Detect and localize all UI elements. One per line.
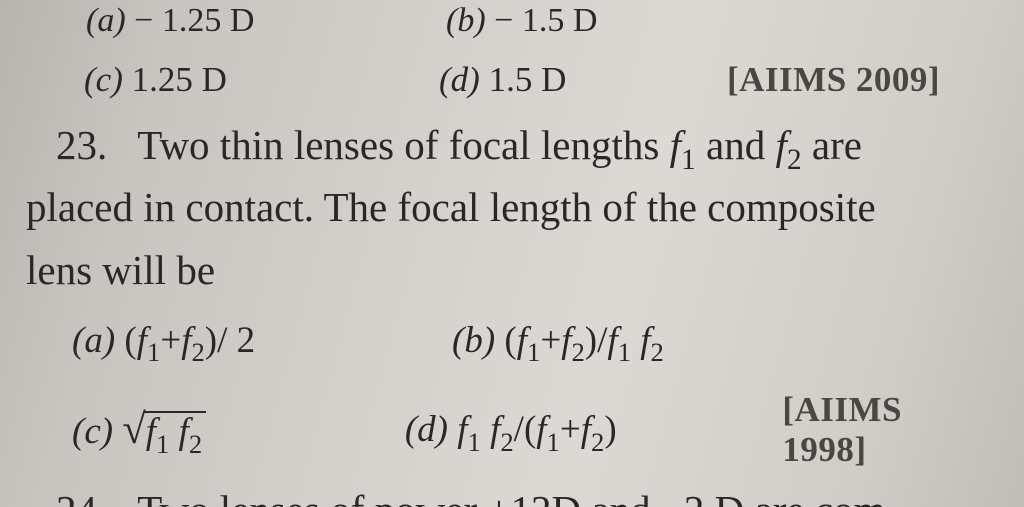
option-label: (d) [439, 60, 480, 100]
q23-options-row-ab: (a) (f1 + f2)/ 2 (b) (f1 + f2)/ f1 f2 [72, 319, 994, 362]
option-value: 1.5 D [489, 60, 567, 100]
paren-close: ) [604, 408, 616, 451]
subscript-1: 1 [681, 144, 696, 176]
variable-f1: f [670, 122, 681, 168]
option-value: − 1.5 D [494, 2, 597, 40]
subscript: 1 [527, 337, 540, 368]
option-label: (a) [72, 319, 115, 362]
q23-option-b: (b) (f1 + f2)/ f1 f2 [452, 319, 664, 362]
subscript: 2 [651, 337, 664, 368]
q23-text-frag: are [802, 122, 862, 168]
q24-minus2d: −2 D [661, 487, 744, 507]
variable-f: f [457, 408, 467, 451]
q24-text-frag: Two lenses of power +12D and [137, 487, 661, 507]
q23-option-d: (d) f1 f2 / (f1 + f2) [405, 408, 783, 451]
subscript: 2 [191, 337, 204, 368]
q22-option-c: (c) 1.25 D [84, 60, 439, 100]
variable-f: f [490, 408, 500, 451]
q22-option-a: (a) − 1.25 D [86, 2, 446, 40]
option-label: (c) [84, 60, 123, 100]
option-label: (b) [452, 319, 495, 362]
source-tag-aiims-1998: [AIIMS 1998] [782, 390, 994, 470]
paren-open: ( [124, 319, 136, 362]
option-label: (c) [72, 410, 113, 453]
subscript: 1 [547, 427, 560, 458]
q22-option-d: (d) 1.5 D [439, 60, 699, 100]
option-value: − 1.25 D [134, 2, 254, 40]
paren-close: ) [205, 319, 217, 362]
q23-line2: placed in contact. The focal length of t… [26, 176, 994, 238]
variable-f: f [581, 408, 591, 451]
q23-text-frag: and [696, 122, 776, 168]
slash: / [597, 319, 607, 362]
q23-line1: 23. Two thin lenses of focal lengths f1 … [56, 114, 994, 176]
q23-text: 23. Two thin lenses of focal lengths f1 … [48, 114, 994, 301]
plus: + [540, 319, 561, 362]
tail: / 2 [217, 319, 255, 362]
paren-open: ( [504, 319, 516, 362]
q23-option-a: (a) (f1 + f2)/ 2 [72, 319, 452, 362]
paren-open: ( [524, 408, 536, 451]
q24-text-frag: are com [744, 487, 885, 507]
option-label: (b) [446, 2, 486, 40]
q24-text: 24. Two lenses of power +12D and −2 D ar… [56, 486, 994, 507]
plus: + [160, 319, 181, 362]
q23-option-c: (c) √ f1 f2 [72, 405, 405, 454]
subscript: 2 [500, 427, 513, 458]
option-value: 1.25 D [132, 60, 227, 100]
q22-option-b: (b) − 1.5 D [446, 2, 597, 40]
variable-f2: f [775, 122, 786, 168]
q22-options-row-ab: (a) − 1.25 D (b) − 1.5 D [86, 2, 994, 40]
subscript: 1 [147, 337, 160, 368]
subscript: 2 [189, 429, 202, 459]
paren-close: ) [585, 319, 597, 362]
variable-f: f [517, 319, 527, 362]
option-label: (d) [405, 408, 448, 451]
variable-f: f [561, 319, 571, 362]
question-number: 23. [56, 122, 107, 168]
q23-options-row-cd: (c) √ f1 f2 (d) f1 f2 / (f1 + f2) [AIIMS… [72, 390, 994, 470]
question-number: 24. [56, 487, 107, 507]
radicand: f1 f2 [144, 411, 206, 450]
variable-f: f [146, 411, 156, 452]
q23-line3: lens will be [26, 239, 994, 301]
subscript: 1 [618, 337, 631, 368]
variable-f: f [137, 319, 147, 362]
subscript: 1 [468, 427, 481, 458]
slash: / [514, 408, 524, 451]
subscript: 1 [156, 429, 169, 459]
plus: + [560, 408, 581, 451]
q23-text-frag: Two thin lenses of focal lengths [137, 122, 669, 168]
subscript: 2 [591, 427, 604, 458]
variable-f: f [536, 408, 546, 451]
radical-icon: √ [122, 405, 145, 454]
variable-f: f [179, 411, 189, 452]
source-tag-aiims-2009: [AIIMS 2009] [727, 60, 940, 100]
q22-options-row-cd: (c) 1.25 D (d) 1.5 D [AIIMS 2009] [84, 60, 994, 100]
variable-f: f [640, 319, 650, 362]
variable-f: f [181, 319, 191, 362]
subscript: 2 [571, 337, 584, 368]
sqrt-expression: √ f1 f2 [122, 405, 206, 454]
option-label: (a) [86, 2, 126, 40]
subscript-2: 2 [787, 144, 802, 176]
variable-f: f [607, 319, 617, 362]
